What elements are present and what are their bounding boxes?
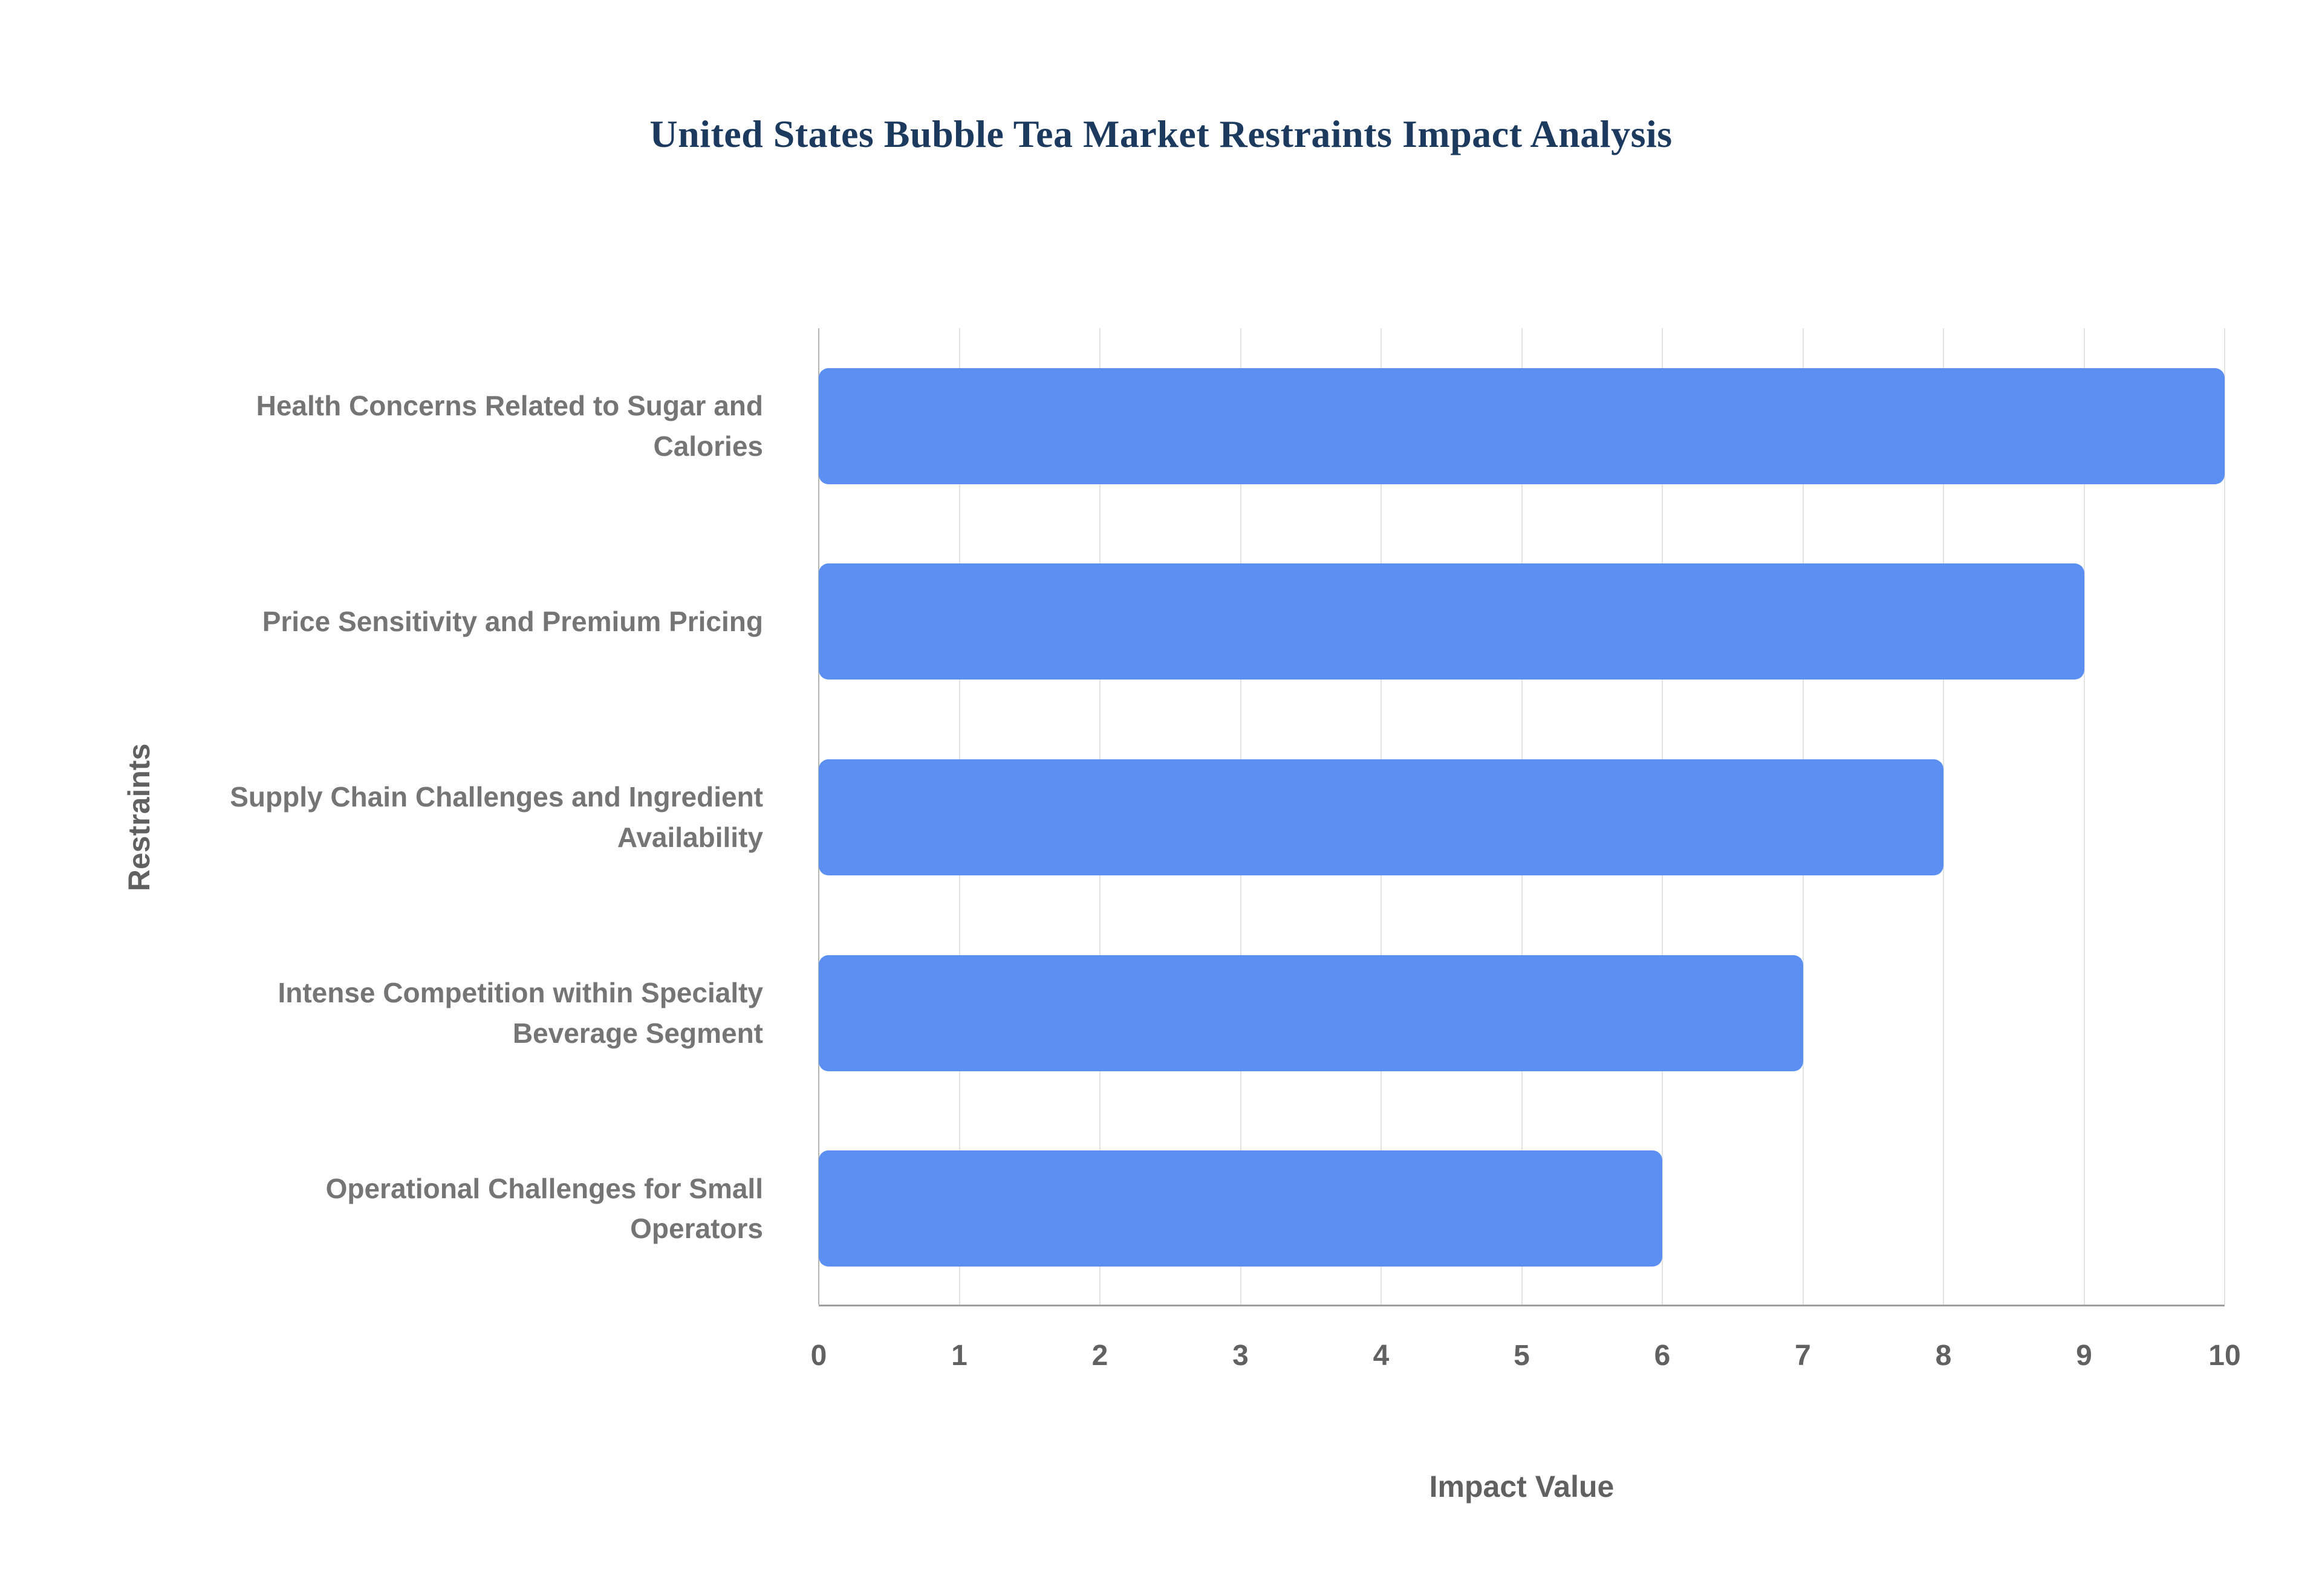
x-tick-label: 4: [1373, 1340, 1390, 1372]
x-axis-title: Impact Value: [1429, 1470, 1615, 1504]
bar[interactable]: [819, 368, 2225, 484]
category-label: Intense Competition within Specialty Bev…: [278, 976, 763, 1049]
x-tick-label: 6: [1654, 1340, 1671, 1372]
x-tick-label: 3: [1232, 1340, 1249, 1372]
x-tick-label: 8: [1935, 1340, 1952, 1372]
bar[interactable]: [819, 563, 2084, 680]
category-label: Price Sensitivity and Premium Pricing: [262, 606, 763, 638]
chart-title: United States Bubble Tea Market Restrain…: [649, 112, 1673, 155]
category-label: Health Concerns Related to Sugar and Cal…: [256, 390, 763, 462]
category-label: Operational Challenges for Small Operato…: [325, 1172, 763, 1245]
bar[interactable]: [819, 759, 1943, 875]
x-tick-label: 5: [1514, 1340, 1530, 1372]
x-tick-label: 1: [951, 1340, 968, 1372]
bar[interactable]: [819, 1150, 1662, 1267]
category-label: Supply Chain Challenges and Ingredient A…: [230, 781, 763, 853]
gridline: [2083, 328, 2085, 1305]
x-tick-label: 2: [1091, 1340, 1108, 1372]
category-labels: Health Concerns Related to Sugar and Cal…: [218, 328, 792, 1306]
x-tick-label: 9: [2076, 1340, 2092, 1372]
x-tick-label: 10: [2208, 1340, 2241, 1372]
gridline: [2224, 328, 2225, 1305]
x-tick-label: 0: [810, 1340, 827, 1372]
gridline: [1943, 328, 1944, 1305]
bar[interactable]: [819, 955, 1803, 1071]
x-tick-label: 7: [1795, 1340, 1811, 1372]
plot-area: [818, 328, 2225, 1306]
y-axis-title: Restraints: [122, 743, 156, 892]
x-axis-ticks: 0 1 2 3 4 5 6 7 8 9 10: [811, 1339, 2241, 1381]
